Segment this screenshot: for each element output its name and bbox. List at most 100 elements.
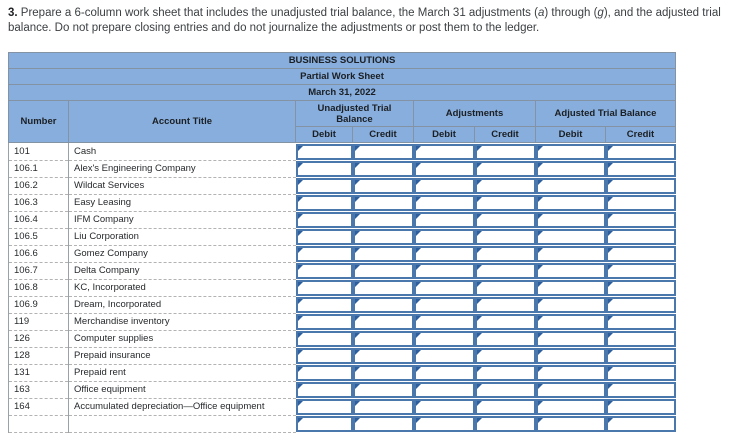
adj-credit-amount-input[interactable] xyxy=(474,382,536,398)
atb-credit-amount-input[interactable] xyxy=(605,416,676,432)
atb-credit-amount-input[interactable] xyxy=(605,314,676,330)
adj-debit-amount-input[interactable] xyxy=(413,263,475,279)
atb-debit-amount-input[interactable] xyxy=(535,416,606,432)
adj-debit-amount-input[interactable] xyxy=(413,212,475,228)
atb-credit-amount-input[interactable] xyxy=(605,178,676,194)
utb-credit-amount-input[interactable] xyxy=(352,212,414,228)
adj-debit-amount-input[interactable] xyxy=(413,229,475,245)
utb-credit-amount-input[interactable] xyxy=(352,365,414,381)
adj-credit-amount-input[interactable] xyxy=(474,297,536,313)
atb-debit-amount-input[interactable] xyxy=(535,195,606,211)
utb-debit-amount-input[interactable] xyxy=(295,178,353,194)
adj-credit-amount-input[interactable] xyxy=(474,161,536,177)
adj-credit-amount-input[interactable] xyxy=(474,365,536,381)
utb-debit-amount-input[interactable] xyxy=(295,382,353,398)
utb-credit-amount-input[interactable] xyxy=(352,297,414,313)
atb-credit-amount-input[interactable] xyxy=(605,229,676,245)
adj-credit-amount-input[interactable] xyxy=(474,229,536,245)
utb-debit-amount-input[interactable] xyxy=(295,297,353,313)
atb-credit-amount-input[interactable] xyxy=(605,297,676,313)
atb-credit-amount-input[interactable] xyxy=(605,263,676,279)
atb-debit-amount-input[interactable] xyxy=(535,212,606,228)
adj-debit-amount-input[interactable] xyxy=(413,331,475,347)
atb-debit-amount-input[interactable] xyxy=(535,161,606,177)
utb-credit-amount-input[interactable] xyxy=(352,229,414,245)
utb-debit-amount-input[interactable] xyxy=(295,161,353,177)
atb-credit-amount-input[interactable] xyxy=(605,399,676,415)
atb-debit-amount-input[interactable] xyxy=(535,144,606,160)
utb-credit-amount-input[interactable] xyxy=(352,348,414,364)
atb-credit-amount-input[interactable] xyxy=(605,195,676,211)
adj-credit-amount-input[interactable] xyxy=(474,416,536,432)
adj-debit-amount-input[interactable] xyxy=(413,144,475,160)
utb-debit-amount-input[interactable] xyxy=(295,246,353,262)
adj-debit-amount-input[interactable] xyxy=(413,161,475,177)
adj-credit-amount-input[interactable] xyxy=(474,246,536,262)
adj-credit-amount-input[interactable] xyxy=(474,195,536,211)
utb-debit-amount-input[interactable] xyxy=(295,348,353,364)
utb-credit-amount-input[interactable] xyxy=(352,399,414,415)
adj-credit-amount-input[interactable] xyxy=(474,314,536,330)
adj-credit-amount-input[interactable] xyxy=(474,144,536,160)
atb-debit-amount-input[interactable] xyxy=(535,297,606,313)
utb-debit-amount-input[interactable] xyxy=(295,314,353,330)
atb-credit-amount-input[interactable] xyxy=(605,144,676,160)
atb-credit-amount-input[interactable] xyxy=(605,280,676,296)
adj-credit-amount-input[interactable] xyxy=(474,331,536,347)
atb-debit-amount-input[interactable] xyxy=(535,178,606,194)
atb-credit-amount-input[interactable] xyxy=(605,382,676,398)
atb-debit-amount-input[interactable] xyxy=(535,399,606,415)
adj-credit-amount-input[interactable] xyxy=(474,212,536,228)
utb-debit-amount-input[interactable] xyxy=(295,263,353,279)
utb-credit-amount-input[interactable] xyxy=(352,246,414,262)
atb-debit-amount-input[interactable] xyxy=(535,382,606,398)
adj-debit-amount-input[interactable] xyxy=(413,246,475,262)
utb-credit-amount-input[interactable] xyxy=(352,195,414,211)
utb-debit-amount-input[interactable] xyxy=(295,280,353,296)
utb-debit-amount-input[interactable] xyxy=(295,331,353,347)
adj-debit-amount-input[interactable] xyxy=(413,382,475,398)
utb-credit-amount-input[interactable] xyxy=(352,314,414,330)
utb-credit-amount-input[interactable] xyxy=(352,178,414,194)
utb-debit-amount-input[interactable] xyxy=(295,416,353,432)
atb-credit-amount-input[interactable] xyxy=(605,212,676,228)
adj-credit-amount-input[interactable] xyxy=(474,178,536,194)
atb-debit-amount-input[interactable] xyxy=(535,365,606,381)
atb-debit-amount-input[interactable] xyxy=(535,280,606,296)
atb-debit-amount-input[interactable] xyxy=(535,314,606,330)
utb-debit-amount-input[interactable] xyxy=(295,212,353,228)
adj-debit-amount-input[interactable] xyxy=(413,348,475,364)
atb-credit-amount-input[interactable] xyxy=(605,365,676,381)
utb-credit-amount-input[interactable] xyxy=(352,280,414,296)
utb-debit-amount-input[interactable] xyxy=(295,365,353,381)
atb-debit-amount-input[interactable] xyxy=(535,348,606,364)
utb-debit-amount-input[interactable] xyxy=(295,229,353,245)
utb-debit-amount-input[interactable] xyxy=(295,399,353,415)
atb-debit-amount-input[interactable] xyxy=(535,229,606,245)
utb-credit-amount-input[interactable] xyxy=(352,144,414,160)
utb-debit-amount-input[interactable] xyxy=(295,144,353,160)
adj-debit-amount-input[interactable] xyxy=(413,280,475,296)
adj-credit-amount-input[interactable] xyxy=(474,280,536,296)
atb-credit-amount-input[interactable] xyxy=(605,246,676,262)
atb-debit-amount-input[interactable] xyxy=(535,263,606,279)
atb-credit-amount-input[interactable] xyxy=(605,348,676,364)
utb-credit-amount-input[interactable] xyxy=(352,263,414,279)
utb-debit-amount-input[interactable] xyxy=(295,195,353,211)
adj-credit-amount-input[interactable] xyxy=(474,348,536,364)
adj-debit-amount-input[interactable] xyxy=(413,297,475,313)
adj-debit-amount-input[interactable] xyxy=(413,314,475,330)
adj-debit-amount-input[interactable] xyxy=(413,365,475,381)
adj-debit-amount-input[interactable] xyxy=(413,399,475,415)
utb-credit-amount-input[interactable] xyxy=(352,331,414,347)
adj-credit-amount-input[interactable] xyxy=(474,263,536,279)
adj-debit-amount-input[interactable] xyxy=(413,416,475,432)
adj-debit-amount-input[interactable] xyxy=(413,195,475,211)
utb-credit-amount-input[interactable] xyxy=(352,416,414,432)
utb-credit-amount-input[interactable] xyxy=(352,382,414,398)
atb-debit-amount-input[interactable] xyxy=(535,246,606,262)
atb-credit-amount-input[interactable] xyxy=(605,161,676,177)
atb-debit-amount-input[interactable] xyxy=(535,331,606,347)
adj-credit-amount-input[interactable] xyxy=(474,399,536,415)
adj-debit-amount-input[interactable] xyxy=(413,178,475,194)
